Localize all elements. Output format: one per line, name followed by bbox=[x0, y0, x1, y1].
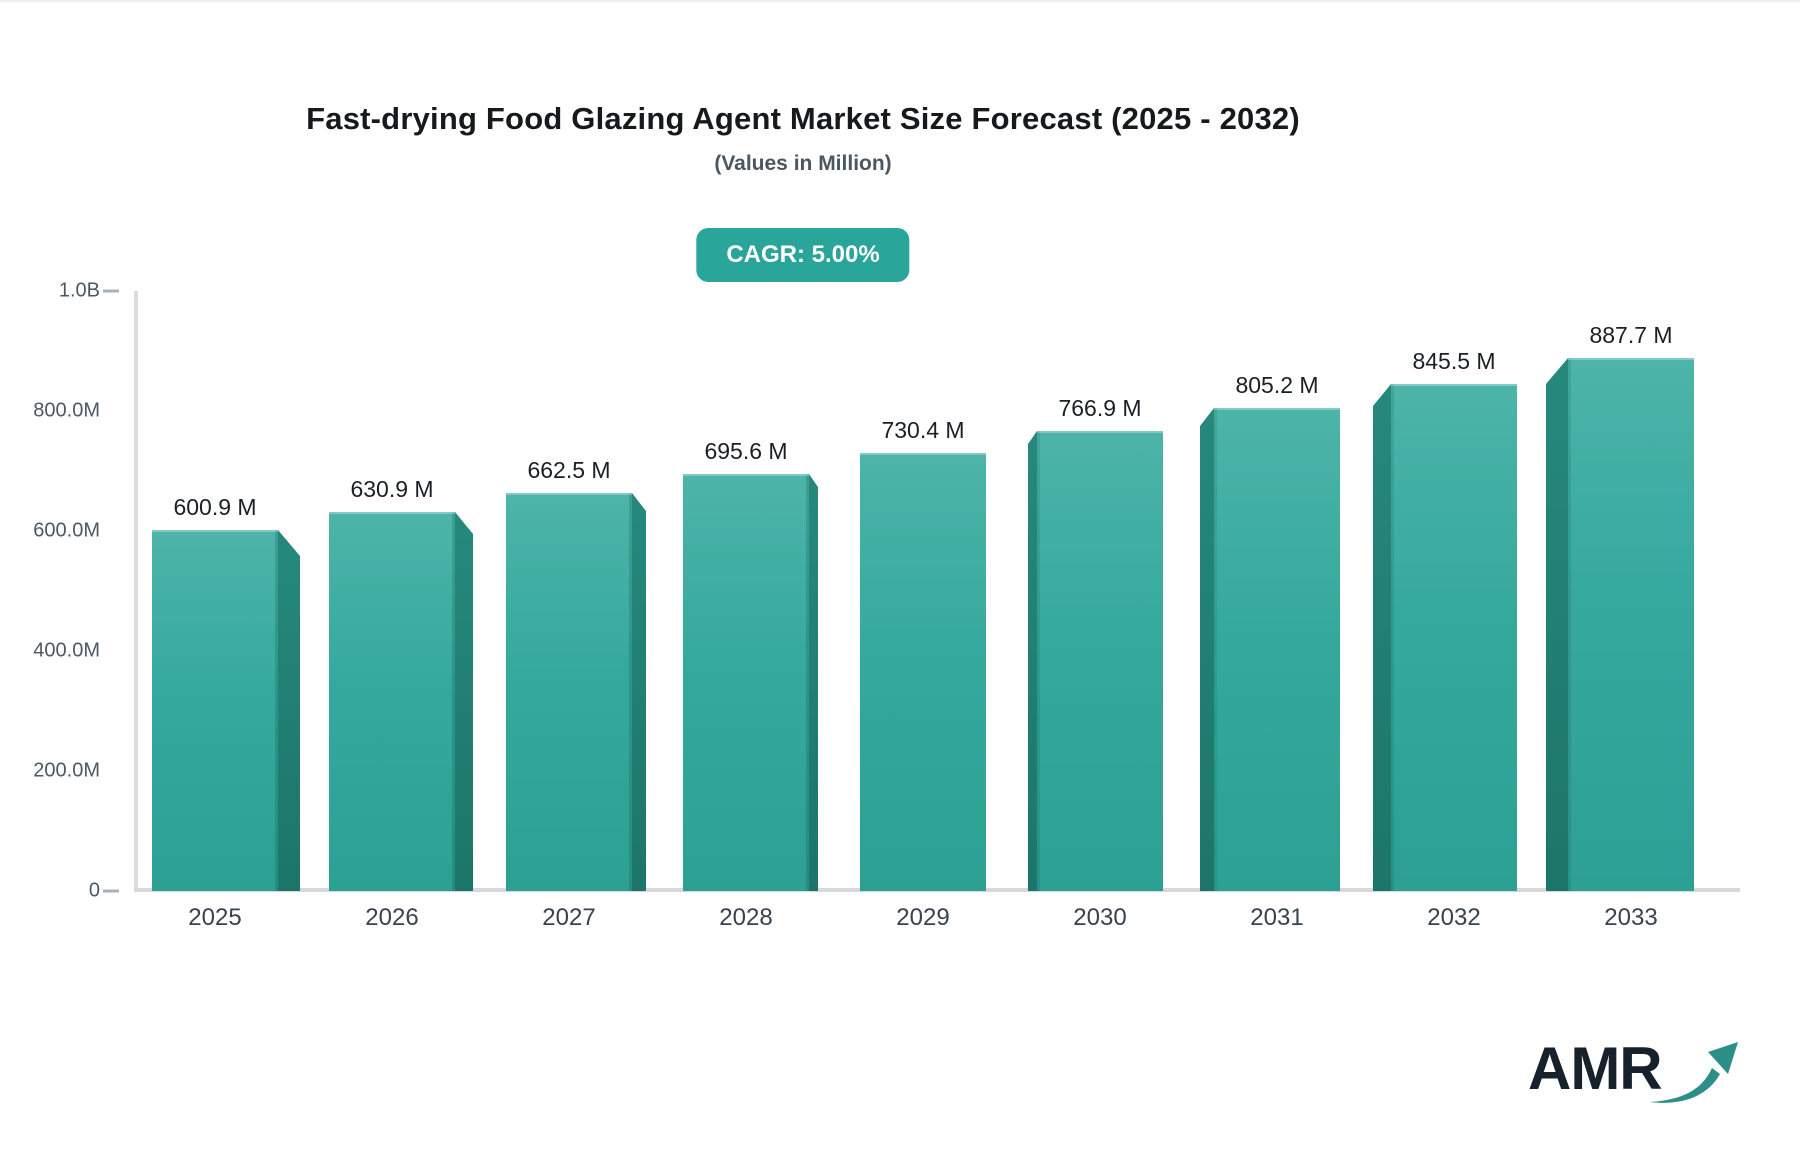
y-tick-label: 400.0M bbox=[33, 639, 100, 662]
bar-2027 bbox=[506, 493, 632, 891]
y-tick-mark bbox=[103, 289, 119, 293]
bar-side-face bbox=[632, 493, 646, 891]
y-tick-mark bbox=[103, 889, 119, 893]
bar-value-label: 845.5 M bbox=[1412, 348, 1496, 374]
x-tick-label: 2025 bbox=[188, 904, 242, 931]
bar-2029 bbox=[860, 453, 986, 891]
bar-2030 bbox=[1037, 431, 1163, 891]
bar-side-face bbox=[278, 530, 300, 891]
x-tick-label: 2028 bbox=[719, 904, 773, 931]
x-tick-label: 2027 bbox=[542, 904, 596, 931]
y-axis-line bbox=[134, 291, 138, 891]
bar-side-face bbox=[1546, 358, 1568, 891]
bar-value-label: 662.5 M bbox=[527, 457, 611, 483]
y-tick-label: 800.0M bbox=[33, 399, 100, 422]
x-tick-label: 2030 bbox=[1073, 904, 1127, 931]
cagr-badge: CAGR: 5.00% bbox=[696, 228, 910, 282]
bar-2026 bbox=[329, 512, 455, 891]
bar-side-face bbox=[1373, 384, 1391, 891]
y-tick-label: 200.0M bbox=[33, 759, 100, 782]
x-tick-label: 2032 bbox=[1427, 904, 1481, 931]
bar-2028 bbox=[683, 474, 809, 891]
bar-side-face bbox=[1200, 408, 1214, 891]
bar-value-label: 887.7 M bbox=[1589, 322, 1673, 348]
bar-value-label: 695.6 M bbox=[704, 438, 788, 464]
x-tick-label: 2026 bbox=[365, 904, 419, 931]
bar-value-label: 630.9 M bbox=[350, 476, 434, 502]
bar-2033 bbox=[1568, 358, 1694, 891]
trend-arrow-icon bbox=[1650, 1042, 1738, 1103]
x-tick-label: 2029 bbox=[896, 904, 950, 931]
chart-title: Fast-drying Food Glazing Agent Market Si… bbox=[306, 101, 1300, 136]
x-tick-label: 2033 bbox=[1604, 904, 1658, 931]
brand-logo-text: AMR bbox=[1528, 1035, 1663, 1102]
bar-2031 bbox=[1214, 408, 1340, 891]
bar-value-label: 600.9 M bbox=[173, 494, 257, 520]
bar-2032 bbox=[1391, 384, 1517, 891]
y-tick-label: 1.0B bbox=[58, 279, 100, 302]
brand-logo: AMR bbox=[1528, 1034, 1738, 1114]
bar-2025 bbox=[152, 530, 278, 891]
bar-value-label: 730.4 M bbox=[881, 417, 965, 443]
y-tick-label: 600.0M bbox=[33, 519, 100, 542]
bar-side-face bbox=[809, 474, 818, 891]
x-tick-label: 2031 bbox=[1250, 904, 1304, 931]
bar-value-label: 805.2 M bbox=[1235, 372, 1319, 398]
chart-subtitle: (Values in Million) bbox=[714, 152, 892, 175]
bar-value-label: 766.9 M bbox=[1058, 395, 1142, 421]
bar-side-face bbox=[455, 512, 473, 891]
y-tick-label: 0 bbox=[88, 879, 100, 902]
bar-side-face bbox=[1028, 431, 1037, 891]
